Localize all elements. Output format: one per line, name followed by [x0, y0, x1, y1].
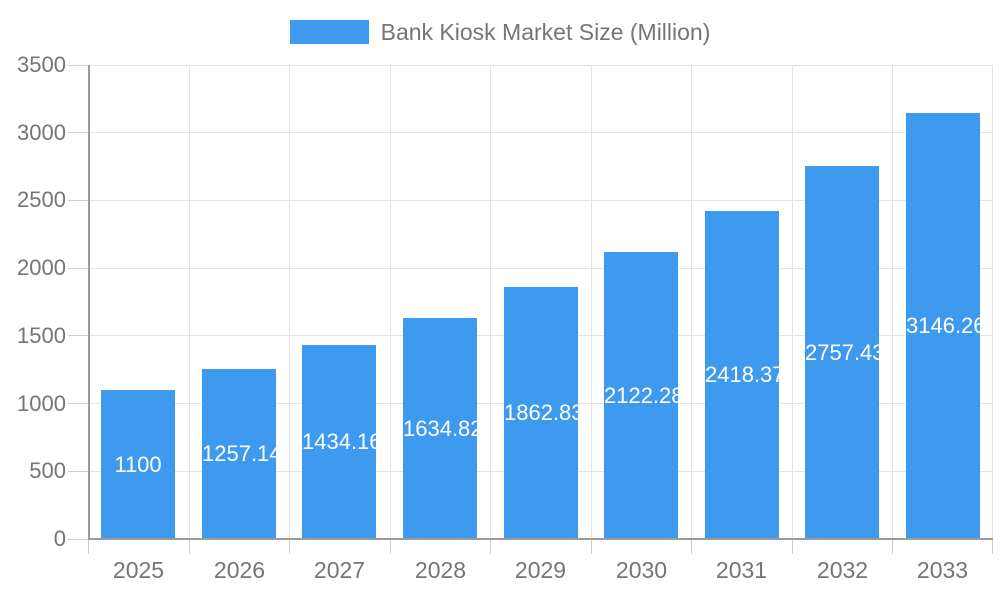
bar-value-label: 1634.82 — [403, 415, 477, 441]
bar: 1100 — [101, 390, 175, 539]
plot-area: 0 500 1000 1500 2000 2500 3000 3500 1100 1257.14 1… — [17, 53, 993, 583]
bar: 1434.16 — [302, 345, 376, 539]
x-axis-label: 2029 — [514, 557, 567, 583]
x-tick — [189, 539, 190, 554]
bar-value-label: 1862.83 — [504, 400, 578, 425]
bar-value-label: 2418.37 — [705, 362, 779, 387]
x-axis-label: 2030 — [615, 557, 668, 583]
x-gridline — [792, 65, 793, 539]
y-tick — [68, 335, 88, 337]
y-axis-label: 1500 — [17, 322, 66, 348]
x-tick — [88, 539, 89, 554]
x-tick — [591, 539, 592, 554]
y-tick — [68, 64, 88, 66]
x-axis-label: 2026 — [213, 557, 266, 583]
y-axis-label: 2500 — [17, 187, 66, 213]
y-axis-label: 0 — [53, 526, 66, 551]
x-tick — [992, 539, 993, 554]
bar: 2122.28 — [604, 252, 678, 539]
bar-value-label: 2757.43 — [805, 339, 879, 365]
bar: 3146.26 — [906, 113, 980, 539]
legend-swatch — [289, 20, 369, 44]
x-axis-label: 2025 — [112, 557, 165, 583]
x-axis-line — [88, 538, 993, 540]
y-tick — [68, 403, 88, 405]
bar: 1634.82 — [403, 318, 477, 539]
x-axis-label: 2031 — [715, 557, 768, 583]
bar-value-label: 1434.16 — [302, 429, 376, 454]
bar: 1862.83 — [504, 287, 578, 539]
legend-item[interactable]: Bank Kiosk Market Size (Million) — [289, 18, 711, 46]
x-gridline — [490, 65, 491, 539]
x-gridline — [591, 65, 592, 539]
x-gridline — [992, 65, 993, 539]
bar-value-label: 1100 — [114, 451, 162, 477]
y-tick — [68, 538, 88, 540]
y-tick — [68, 267, 88, 269]
y-gridline — [88, 267, 993, 269]
x-tick — [792, 539, 793, 554]
legend-label: Bank Kiosk Market Size (Million) — [380, 18, 711, 45]
y-axis-line — [88, 65, 90, 539]
bar-value-label: 1257.14 — [202, 441, 276, 466]
x-axis-label: 2033 — [916, 557, 969, 583]
x-tick — [691, 539, 692, 554]
bar: 2757.43 — [805, 166, 879, 539]
x-gridline — [289, 65, 290, 539]
y-tick — [68, 132, 88, 134]
x-tick — [390, 539, 391, 554]
bar: 1257.14 — [202, 369, 276, 539]
x-gridline — [892, 65, 893, 539]
y-tick — [68, 470, 88, 472]
x-tick — [490, 539, 491, 554]
x-axis-label: 2032 — [816, 557, 869, 583]
x-gridline — [390, 65, 391, 539]
x-tick — [289, 539, 290, 554]
bar-value-label: 3146.26 — [906, 313, 980, 338]
bar-value-label: 2122.28 — [604, 382, 678, 408]
y-axis-label: 1000 — [17, 390, 66, 416]
x-gridline — [189, 65, 190, 539]
y-axis-label: 3500 — [17, 52, 66, 77]
x-tick — [892, 539, 893, 554]
y-axis-label: 500 — [29, 458, 66, 484]
y-gridline — [88, 64, 993, 66]
y-tick — [68, 199, 88, 201]
bar: 2418.37 — [705, 211, 779, 539]
x-gridline — [691, 65, 692, 539]
x-axis-label: 2027 — [313, 557, 366, 583]
y-gridline — [88, 132, 993, 134]
y-axis-label: 2000 — [17, 255, 66, 281]
y-gridline — [88, 199, 993, 201]
chart-legend: Bank Kiosk Market Size (Million) — [0, 18, 1000, 46]
y-axis-label: 3000 — [17, 119, 66, 145]
x-axis-label: 2028 — [414, 557, 467, 583]
